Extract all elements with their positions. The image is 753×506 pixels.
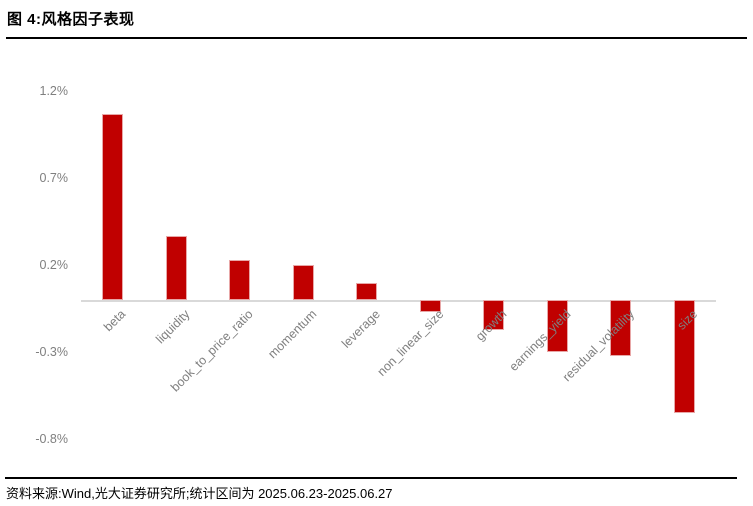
bar-residual_volatility [610, 300, 632, 356]
bar-beta [102, 113, 124, 300]
y-tick-label: 0.7% [39, 171, 69, 186]
y-tick-label: -0.3% [35, 345, 68, 360]
footer-divider-line [5, 477, 737, 479]
y-tick-label: 1.2% [39, 84, 69, 99]
y-tick-label: -0.8% [35, 432, 68, 447]
bar-book_to_price_ratio [229, 259, 251, 300]
title-divider-line [6, 37, 747, 39]
bar-leverage [356, 282, 378, 300]
bar-momentum [292, 265, 314, 300]
bar-non_linear_size [419, 300, 441, 313]
y-tick-label: 0.2% [39, 258, 69, 273]
x-axis-line [81, 300, 716, 302]
bar-size [673, 300, 695, 414]
figure-title: 图 4:风格因子表现 [7, 11, 135, 28]
bar-earnings_yield [546, 300, 568, 353]
source-note: 资料来源:Wind,光大证券研究所;统计区间为 2025.06.23-2025.… [6, 486, 393, 501]
bar-chart: 1.2% 0.7% 0.2% -0.3% -0.8% beta liquidity book_… [35, 84, 716, 447]
bar-liquidity [165, 235, 187, 300]
bar-growth [483, 300, 505, 330]
